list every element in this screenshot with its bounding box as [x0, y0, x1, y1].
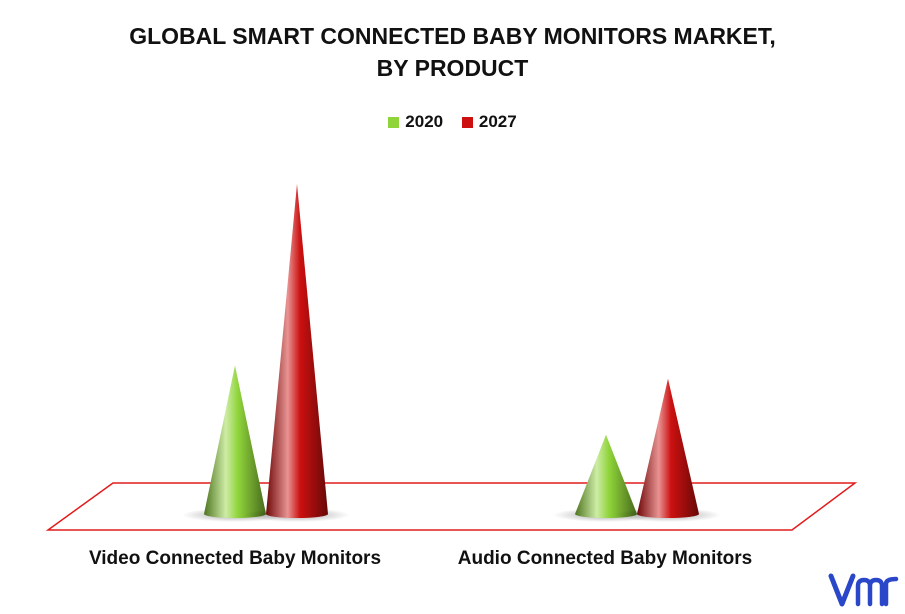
chart-title-line-2: BY PRODUCT — [376, 55, 529, 81]
legend-item-2020[interactable]: 2020 — [388, 112, 443, 132]
cone-2027-video — [266, 184, 328, 518]
cone-2020-audio — [575, 434, 637, 518]
legend-swatch-2020 — [388, 116, 400, 128]
cone-2020-video — [204, 365, 266, 518]
legend-label-2027: 2027 — [478, 112, 517, 131]
category-label-audio: Audio Connected Baby Monitors — [457, 548, 753, 569]
brand-logo-icon — [828, 573, 899, 607]
chart-title: GLOBAL SMART CONNECTED BABY MONITORS MAR… — [0, 20, 905, 84]
legend-item-2027[interactable]: 2027 — [461, 112, 517, 132]
legend-swatch-2027 — [461, 116, 473, 128]
chart-floor — [45, 482, 858, 531]
legend-label-2020: 2020 — [405, 112, 444, 131]
cone-2027-audio — [637, 378, 699, 518]
chart-legend: 2020 2027 — [0, 112, 905, 133]
category-label-video: Video Connected Baby Monitors — [88, 548, 382, 569]
chart-title-line-1: GLOBAL SMART CONNECTED BABY MONITORS MAR… — [129, 23, 776, 49]
